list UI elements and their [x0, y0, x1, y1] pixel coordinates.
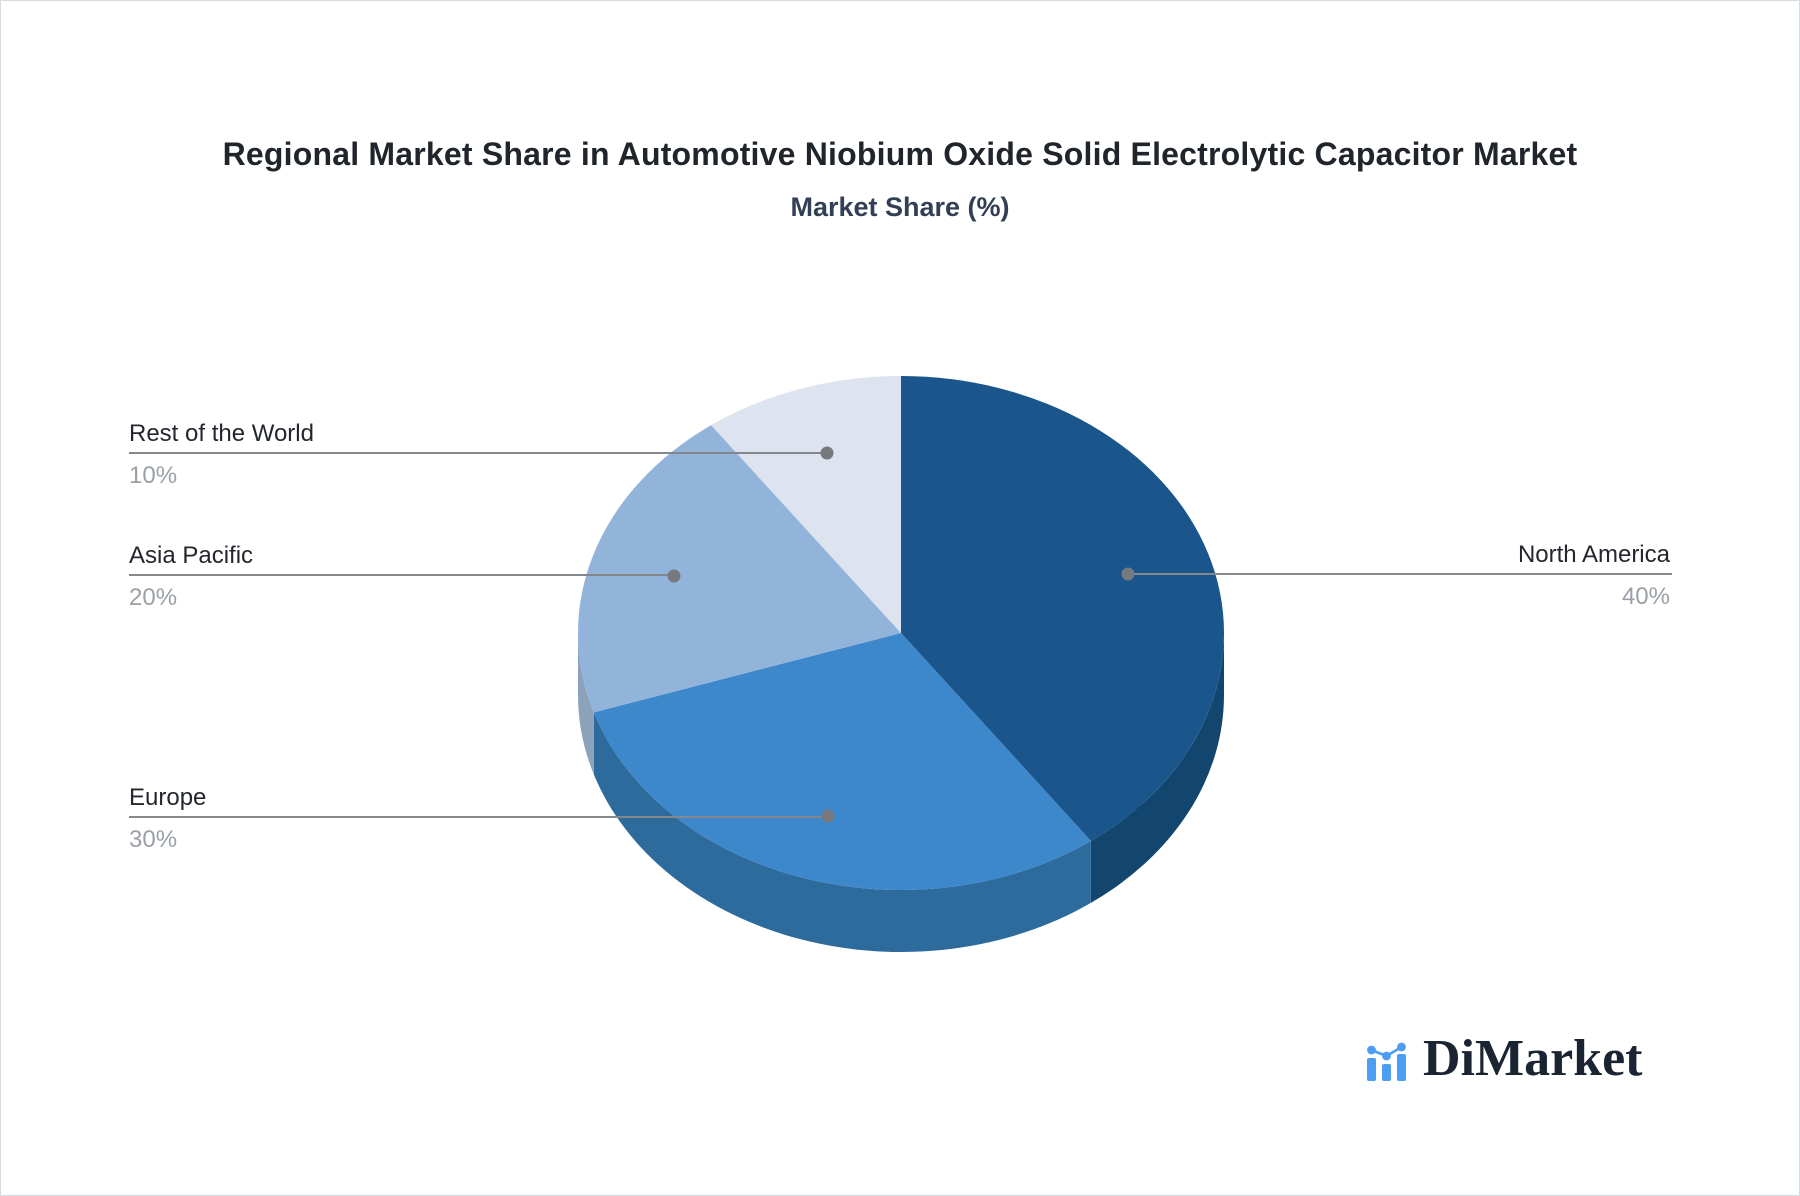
chart-title: Regional Market Share in Automotive Niob… — [222, 136, 1578, 172]
callout-asia-pacific: Asia Pacific 20% — [129, 542, 253, 612]
chart-subtitle: Market Share (%) — [790, 192, 1010, 222]
brand-logo: DiMarket — [1364, 1030, 1643, 1087]
slice-value: 10% — [129, 462, 178, 489]
leader-dot-rest-of-the-world — [820, 446, 834, 460]
leader-dot-asia-pacific — [667, 569, 681, 583]
slice-value: 20% — [129, 584, 178, 611]
brand-logo-text: DiMarket — [1423, 1030, 1643, 1087]
pie-slice-asia-pacific[interactable] — [578, 425, 901, 713]
leader-dot-europe — [821, 809, 835, 823]
pie-slice-side-north-america — [1090, 633, 1224, 903]
slice-label: Rest of the World — [129, 420, 314, 447]
slice-label: Europe — [129, 784, 207, 811]
slice-value: 40% — [1621, 583, 1670, 610]
slice-label: Asia Pacific — [129, 542, 254, 569]
callout-europe: Europe 30% — [129, 784, 206, 854]
pie-slice-north-america[interactable] — [901, 376, 1224, 841]
slice-value: 30% — [129, 826, 178, 853]
callout-north-america: North America 40% — [1518, 541, 1670, 611]
pie-slice-side-asia-pacific — [578, 633, 594, 775]
bar-chart-with-trend-dots-icon — [1367, 1042, 1406, 1081]
pie-slice-side-europe — [593, 712, 1091, 952]
pie-slice-rest-of-the-world[interactable] — [711, 376, 901, 633]
pie-slice-europe[interactable] — [593, 633, 1091, 890]
leader-dot-north-america — [1121, 567, 1135, 581]
callout-rest-of-the-world: Rest of the World 10% — [129, 420, 314, 490]
slice-label: North America — [1517, 541, 1670, 568]
